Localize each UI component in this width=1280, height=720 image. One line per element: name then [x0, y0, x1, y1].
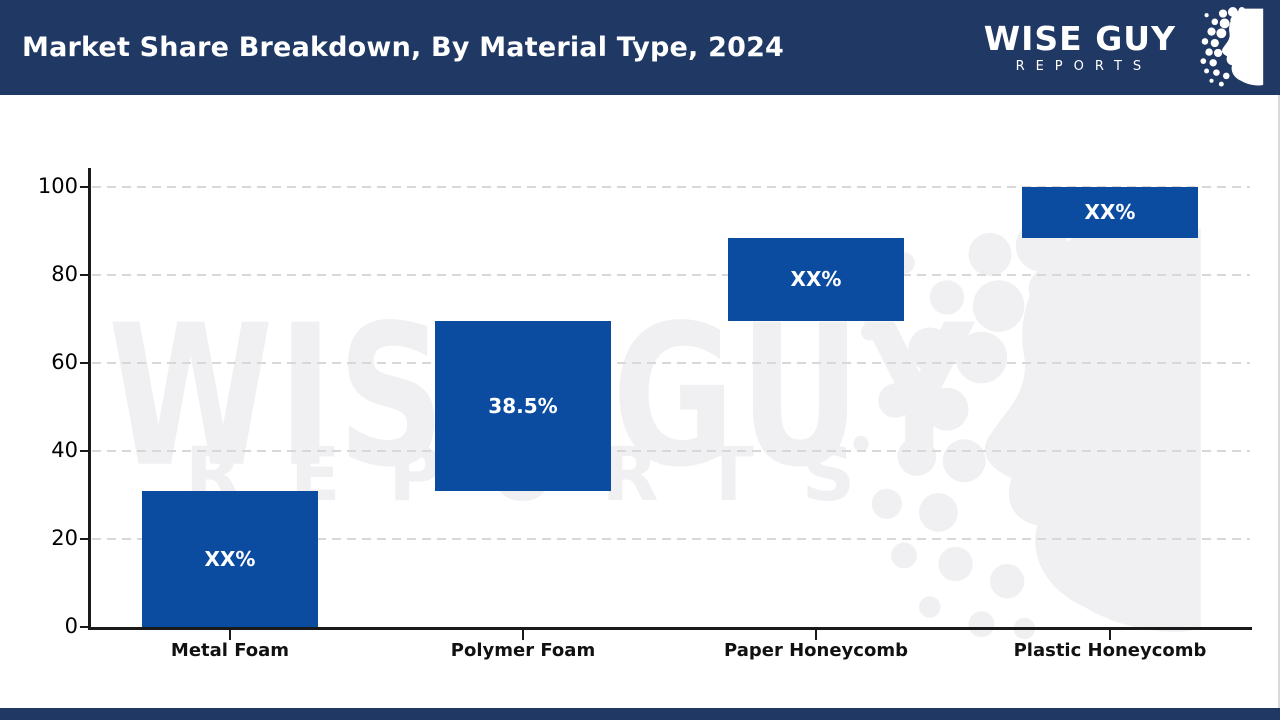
logo-wise-guy-text: WISE GUY: [983, 19, 1176, 58]
x-category-label: Paper Honeycomb: [724, 640, 908, 661]
y-tick-label-60: 60: [51, 350, 78, 374]
y-tick-mark-80: [80, 274, 88, 276]
y-axis-line: [88, 168, 91, 630]
y-tick-label-20: 20: [51, 526, 78, 550]
chart-title: Market Share Breakdown, By Material Type…: [22, 32, 785, 63]
y-tick-label-80: 80: [51, 262, 78, 286]
x-category-label: Polymer Foam: [450, 640, 596, 661]
x-category-label: Plastic Honeycomb: [1013, 640, 1207, 661]
bar-paper-honeycomb: XX%: [728, 237, 904, 322]
x-tick-mark-4: [1109, 630, 1111, 640]
y-tick-label-0: 0: [64, 614, 78, 638]
bar-metal-foam: XX%: [142, 490, 318, 627]
x-tick-mark-1: [229, 630, 231, 640]
footer-band: [0, 708, 1280, 720]
bar-value-label: 38.5%: [488, 393, 558, 418]
logo-text: WISE GUY REPORTS: [984, 22, 1176, 73]
gridline-40: [92, 450, 1250, 452]
logo-face-icon: [1200, 6, 1264, 87]
gridline-60: [92, 362, 1250, 364]
bar-value-label: XX%: [790, 267, 842, 292]
wise-guy-reports-logo: WISE GUY REPORTS: [984, 6, 1280, 89]
logo-reports-text: REPORTS: [1015, 59, 1153, 74]
bar-polymer-foam: 38.5%: [435, 321, 611, 491]
bar-value-label: XX%: [204, 546, 256, 571]
y-tick-label-40: 40: [51, 438, 78, 462]
gridline-80: [92, 274, 1250, 276]
y-tick-mark-100: [80, 186, 88, 188]
gridline-100: [92, 186, 1250, 188]
x-axis-line: [88, 627, 1252, 630]
x-category-label: Metal Foam: [170, 640, 290, 661]
right-border-line: [1278, 95, 1280, 708]
y-tick-mark-0: [80, 626, 88, 628]
bar-value-label: XX%: [1084, 200, 1136, 225]
gridline-20: [92, 538, 1250, 540]
header-band: Market Share Breakdown, By Material Type…: [0, 0, 1280, 95]
y-tick-mark-40: [80, 450, 88, 452]
y-tick-mark-60: [80, 362, 88, 364]
x-tick-mark-2: [522, 630, 524, 640]
bar-plastic-honeycomb: XX%: [1022, 187, 1198, 238]
y-tick-mark-20: [80, 538, 88, 540]
y-tick-label-100: 100: [37, 174, 78, 198]
x-tick-mark-3: [815, 630, 817, 640]
